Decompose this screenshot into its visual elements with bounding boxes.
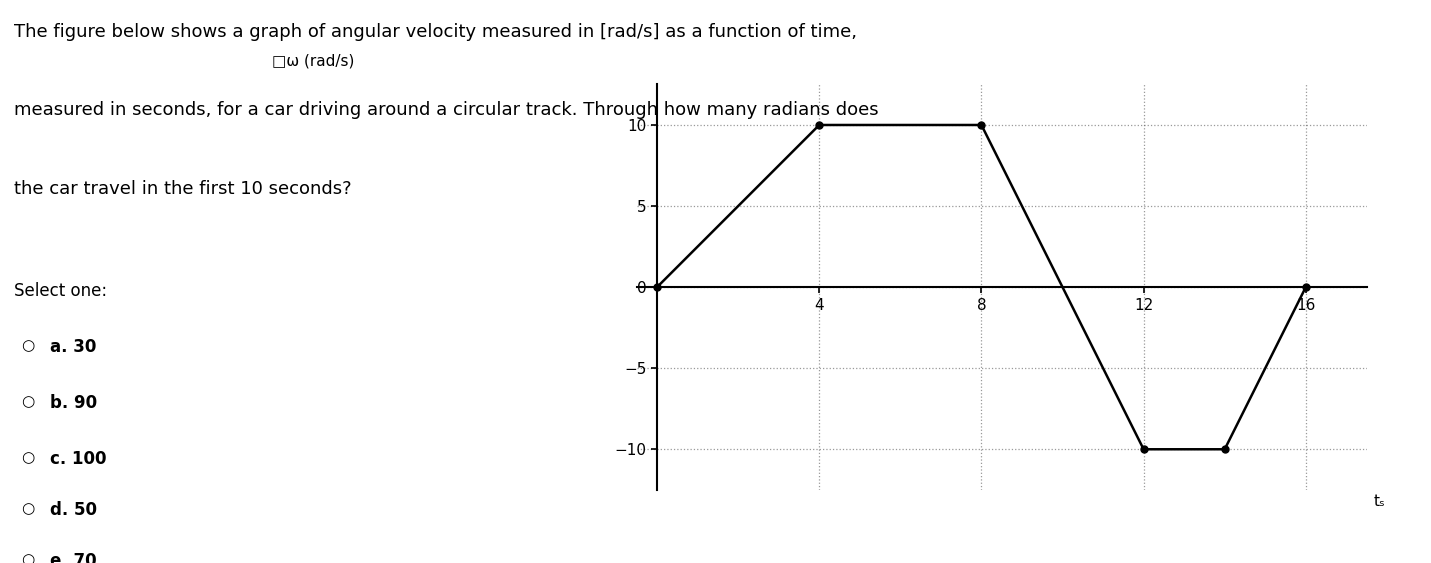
Text: tₛ: tₛ (1374, 494, 1385, 509)
Text: ○: ○ (21, 338, 34, 353)
Text: ○: ○ (21, 450, 34, 466)
Text: ○: ○ (21, 394, 34, 409)
Text: Select one:: Select one: (14, 282, 107, 300)
Text: the car travel in the first 10 seconds?: the car travel in the first 10 seconds? (14, 180, 352, 198)
Text: b. 90: b. 90 (50, 394, 97, 412)
Text: c. 100: c. 100 (50, 450, 106, 468)
Text: The figure below shows a graph of angular velocity measured in [rad/s] as a func: The figure below shows a graph of angula… (14, 23, 857, 41)
Text: a. 30: a. 30 (50, 338, 96, 356)
Text: measured in seconds, for a car driving around a circular track. Through how many: measured in seconds, for a car driving a… (14, 101, 879, 119)
Text: □ω (rad/s): □ω (rad/s) (272, 53, 355, 68)
Text: ○: ○ (21, 552, 34, 563)
Text: ○: ○ (21, 501, 34, 516)
Text: e. 70: e. 70 (50, 552, 97, 563)
Text: d. 50: d. 50 (50, 501, 97, 519)
